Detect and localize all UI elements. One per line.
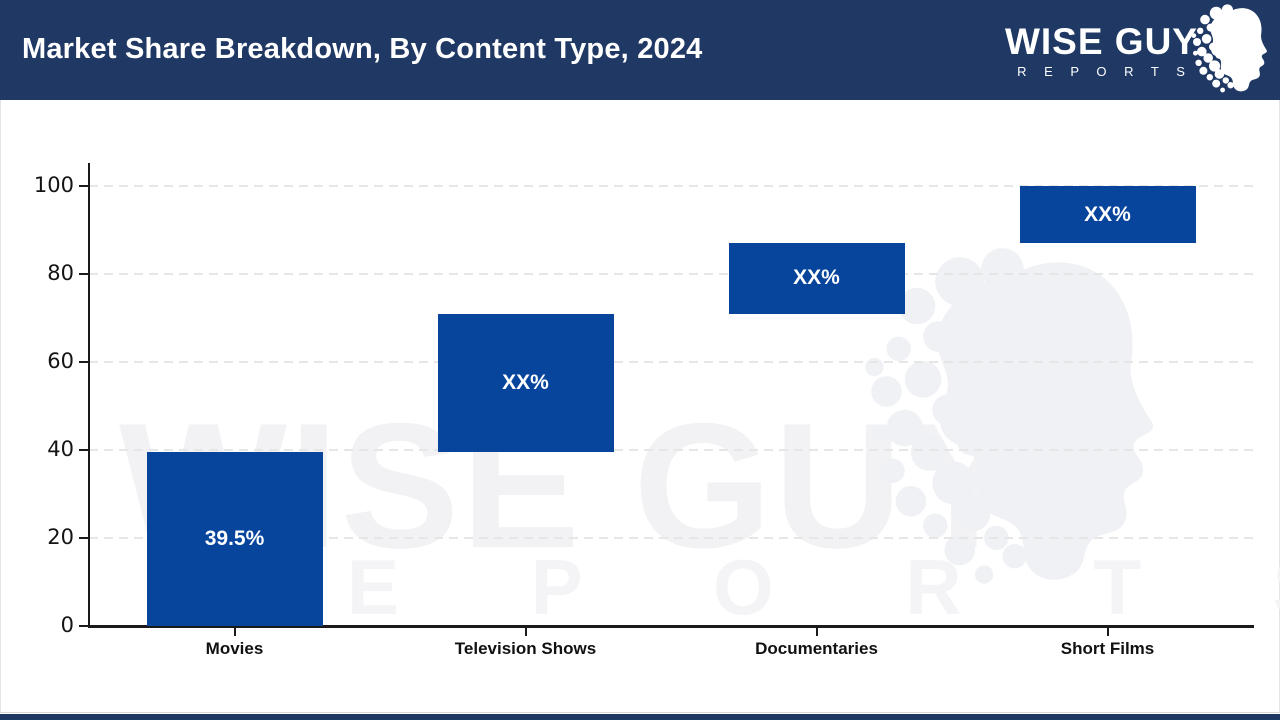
x-tick-2 (815, 628, 818, 636)
y-tick-0 (79, 625, 88, 627)
bar-value-label: XX% (502, 370, 549, 394)
y-tick-label: 40 (47, 436, 74, 461)
logo-text: WISE GUY R E P O R T S (1005, 23, 1198, 78)
y-tick-20 (79, 537, 88, 539)
x-tick-3 (1106, 628, 1109, 636)
gridline-60 (89, 361, 1253, 363)
y-tick-label: 20 (47, 524, 74, 549)
gridline-40 (89, 449, 1253, 451)
category-label: Documentaries (755, 639, 878, 658)
gridline-80 (89, 273, 1253, 275)
y-tick-label: 100 (33, 172, 74, 197)
category-label: Movies (205, 639, 264, 658)
x-tick-0 (233, 628, 236, 636)
bar-value-label: 39.5% (204, 527, 265, 551)
watermark-subtitle: R E P O R T S (159, 543, 1280, 631)
logo-wordmark: WISE GUY (1004, 20, 1198, 62)
y-tick-80 (79, 273, 88, 275)
bar-movies: 39.5% (146, 452, 323, 626)
header-bar: Market Share Breakdown, By Content Type,… (0, 0, 1280, 100)
category-label: Short Films (1060, 639, 1155, 658)
bar-value-label: XX% (793, 266, 840, 290)
y-tick-label: 0 (60, 612, 74, 637)
footer-brand-strip (0, 714, 1280, 720)
bar-television-shows: XX% (437, 313, 614, 453)
y-tick-label: 60 (47, 348, 74, 373)
bar-short-films: XX% (1019, 186, 1196, 244)
logo-subtitle: R E P O R T S (1017, 63, 1192, 79)
footer-divider (0, 712, 1280, 713)
y-tick-40 (79, 449, 88, 451)
bar-documentaries: XX% (728, 243, 905, 314)
x-axis-line (88, 625, 1254, 628)
y-tick-100 (79, 185, 88, 187)
category-label: Television Shows (454, 639, 597, 658)
y-axis-line (88, 163, 90, 628)
y-tick-label: 80 (47, 260, 74, 285)
wise-guy-logo: WISE GUY R E P O R T S (1005, 0, 1274, 100)
page-title: Market Share Breakdown, By Content Type,… (22, 32, 703, 65)
bar-value-label: XX% (1084, 202, 1131, 226)
x-tick-1 (524, 628, 527, 636)
gridline-100 (89, 185, 1253, 187)
y-tick-60 (79, 361, 88, 363)
gridline-20 (89, 537, 1253, 539)
